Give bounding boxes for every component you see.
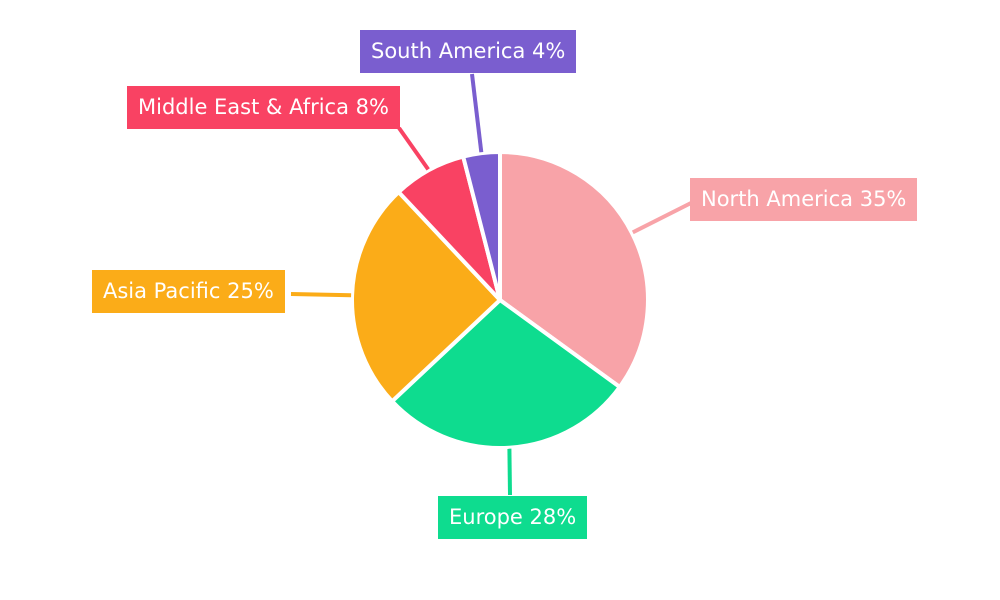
leader-line-south-america: [470, 73, 484, 153]
callout-asia-pacific: Asia Pacific 25%: [92, 270, 285, 314]
callout-south-america: South America 4%: [360, 30, 577, 74]
callout-middle-east-africa: Middle East & Africa 8%: [127, 86, 400, 130]
pie-slice-north-america: [498, 150, 650, 389]
callout-europe: Europe 28%: [438, 496, 588, 540]
pie-slice-south-america: [461, 149, 502, 302]
leader-line-north-america: [631, 201, 692, 235]
leader-line-middle-east-africa: [397, 126, 430, 171]
leader-line-europe: [507, 448, 512, 496]
pie-slice-asia-pacific: [350, 190, 502, 404]
pie-slice-europe: [390, 298, 622, 450]
leader-line-asia-pacific: [290, 292, 352, 298]
callout-north-america: North America 35%: [690, 178, 918, 222]
